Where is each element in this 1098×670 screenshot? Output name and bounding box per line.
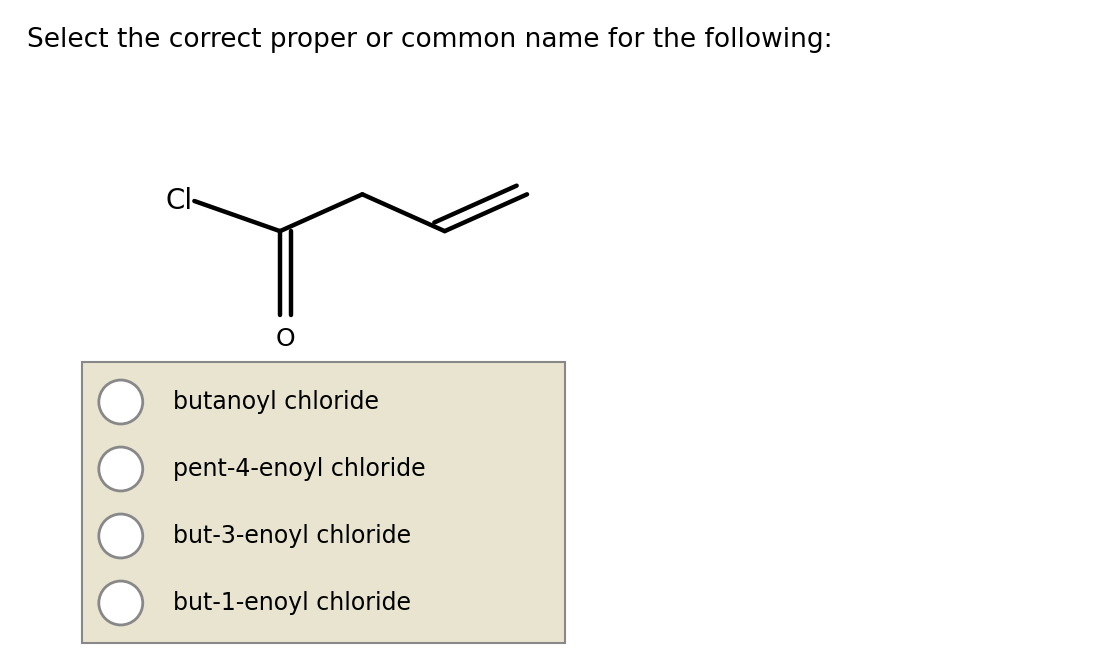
Text: but-3-enoyl chloride: but-3-enoyl chloride — [173, 524, 412, 548]
Text: Cl: Cl — [165, 187, 192, 215]
Ellipse shape — [99, 514, 143, 558]
Text: but-1-enoyl chloride: but-1-enoyl chloride — [173, 591, 412, 615]
Ellipse shape — [99, 447, 143, 491]
Text: butanoyl chloride: butanoyl chloride — [173, 390, 380, 414]
Ellipse shape — [99, 380, 143, 424]
FancyBboxPatch shape — [82, 362, 565, 643]
Text: O: O — [276, 327, 295, 351]
Text: pent-4-enoyl chloride: pent-4-enoyl chloride — [173, 457, 426, 481]
Text: Select the correct proper or common name for the following:: Select the correct proper or common name… — [27, 27, 833, 53]
Ellipse shape — [99, 581, 143, 625]
